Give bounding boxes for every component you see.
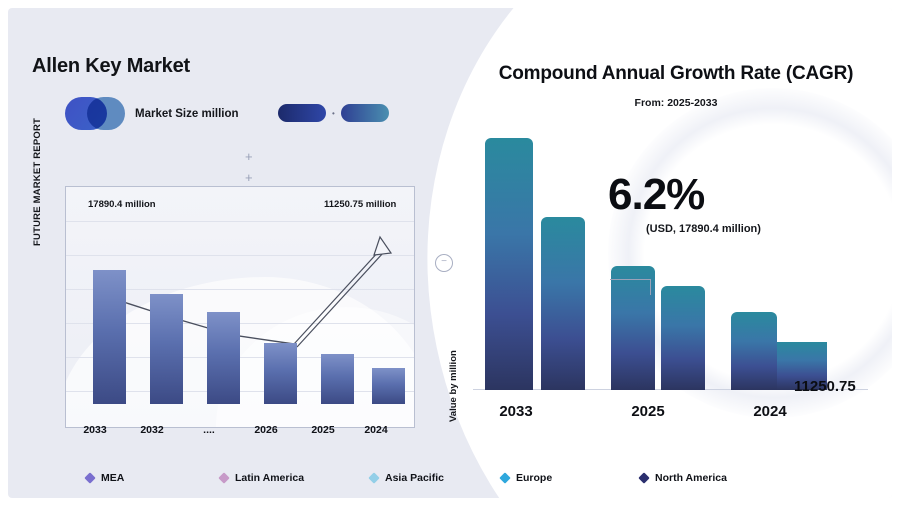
- legend-label: Asia Pacific: [385, 472, 444, 484]
- legend-label: North America: [655, 472, 727, 484]
- cagr-value: 6.2%: [608, 170, 705, 219]
- legend-item-europe[interactable]: Europe: [499, 472, 640, 484]
- cagr-xtick-2024: 2024: [753, 403, 787, 420]
- legend-label: Latin America: [235, 472, 305, 484]
- legend-marker-icon: [218, 472, 230, 484]
- xtick-2033: 2033: [83, 424, 107, 436]
- cagr-note: (USD, 17890.4 million): [646, 223, 761, 235]
- legend-marker-icon: [638, 472, 650, 484]
- cagr-bar-2024-primary: [731, 312, 777, 390]
- xtick-2026: 2026: [254, 424, 278, 436]
- xtick-ellipsis: ....: [203, 424, 215, 436]
- pill-secondary-icon: [340, 104, 389, 122]
- bar-mid: [207, 312, 240, 404]
- decorative-pill-group: •: [278, 104, 389, 122]
- xtick-2024: 2024: [364, 424, 388, 436]
- cagr-xtick-2033: 2033: [499, 403, 533, 420]
- bar-2025: [321, 354, 354, 404]
- legend-marker-icon: [499, 472, 511, 484]
- legend-item-latin-america[interactable]: Latin America: [218, 472, 370, 484]
- bar-2033: [93, 270, 126, 404]
- plus-icon: +: [245, 149, 253, 164]
- legend-item-asia-pacific[interactable]: Asia Pacific: [368, 472, 501, 484]
- axis-label-future-market-report: FUTURE MARKET REPORT: [32, 117, 43, 246]
- legend-item-north-america[interactable]: North America: [638, 472, 727, 484]
- legend-label: Europe: [516, 472, 553, 484]
- logo-label: Market Size million: [135, 107, 239, 120]
- cagr-bar-2033-secondary: [541, 217, 585, 390]
- xtick-2025: 2025: [311, 424, 335, 436]
- legend-marker-icon: [84, 472, 96, 484]
- bar-2032: [150, 294, 183, 404]
- cagr-xtick-2025: 2025: [631, 403, 665, 420]
- plus-icon: +: [245, 170, 253, 185]
- pill-primary-icon: [278, 104, 326, 122]
- xtick-2032: 2032: [140, 424, 164, 436]
- cagr-subtitle: From: 2025-2033: [634, 97, 718, 109]
- pill-divider-icon: •: [332, 108, 335, 118]
- cagr-bar-2025-secondary: [661, 286, 705, 390]
- page-title: Allen Key Market: [32, 55, 190, 77]
- annotation-left: 17890.4 million: [88, 199, 156, 210]
- cagr-bar-2025-primary: [611, 266, 655, 390]
- market-size-bars: [65, 186, 415, 428]
- chart-legend: MEA Latin America Asia Pacific Europe No…: [84, 472, 727, 484]
- cagr-data-label: 11250.75: [794, 378, 856, 395]
- bar-2026: [264, 343, 297, 404]
- minus-circle-icon: −: [435, 254, 453, 272]
- cagr-title: Compound Annual Growth Rate (CAGR): [498, 63, 854, 84]
- cagr-bar-2033-primary: [485, 138, 533, 390]
- brand-logo: Market Size million: [65, 97, 239, 130]
- legend-label: MEA: [101, 472, 125, 484]
- legend-item-mea[interactable]: MEA: [84, 472, 220, 484]
- decorative-bracket: [610, 279, 651, 295]
- axis-label-value-by-million: Value by million: [448, 350, 459, 422]
- legend-marker-icon: [368, 472, 380, 484]
- infographic-canvas: Allen Key Market Market Size million • +…: [8, 8, 892, 498]
- bar-2024: [372, 368, 405, 404]
- cagr-bar-2024-secondary: [777, 342, 827, 390]
- logo-mark-icon: [65, 97, 125, 130]
- cagr-bars: 2033 2025 2024: [463, 128, 892, 438]
- annotation-right: 11250.75 million: [324, 199, 397, 210]
